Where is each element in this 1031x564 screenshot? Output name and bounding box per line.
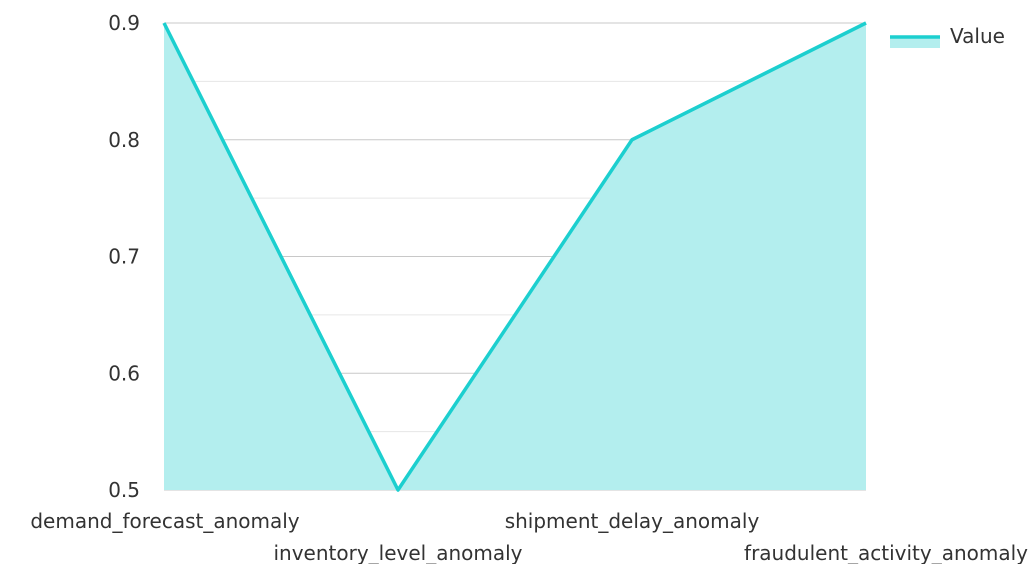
x-tick-label: fraudulent_activity_anomaly [744,541,1028,564]
series-line-value [162,21,867,492]
legend-swatch-fill [890,36,940,48]
y-axis: 0.5 0.6 0.7 0.8 0.9 [108,11,140,502]
area-layer [162,21,867,492]
y-tick-label: 0.9 [108,11,140,35]
x-tick-label: shipment_delay_anomaly [505,509,760,533]
legend: Value [890,24,1005,48]
y-tick-label: 0.8 [108,128,140,152]
legend-label: Value [950,24,1005,48]
y-tick-label: 0.7 [108,245,140,269]
y-tick-label: 0.5 [108,478,140,502]
x-axis: demand_forecast_anomaly inventory_level_a… [30,509,1028,564]
x-tick-label: demand_forecast_anomaly [30,509,299,533]
y-tick-label: 0.6 [108,361,140,385]
x-tick-label: inventory_level_anomaly [273,541,522,564]
